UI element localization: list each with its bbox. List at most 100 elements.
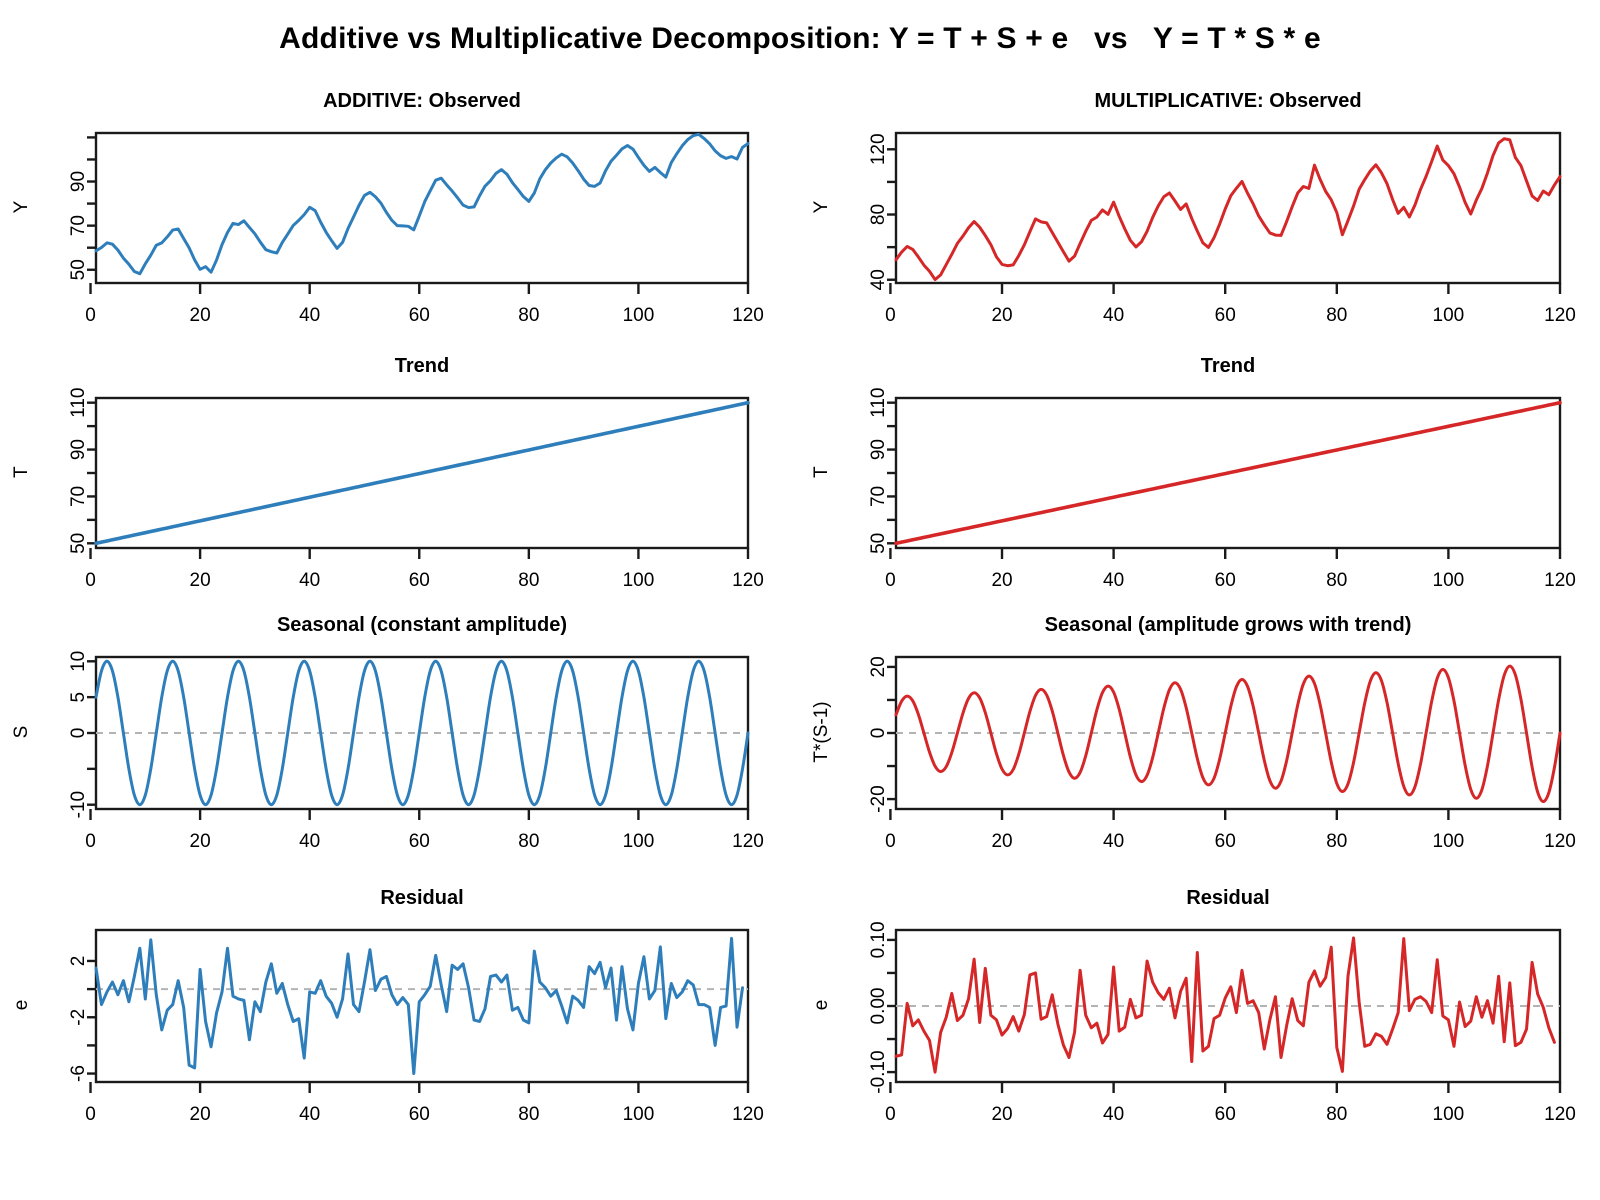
x-tick-label: 60 <box>1215 305 1236 326</box>
y-axis-label-multiplicative-seasonal: T*(S-1) <box>811 701 832 763</box>
series-line-multiplicative-observed <box>894 137 1562 282</box>
panel-additive-trend: Trend T 50 70 90 110 0 20 40 60 80 100 120 <box>11 355 764 591</box>
series-line-multiplicative-trend <box>894 400 1562 546</box>
y-tick-label: 2 <box>68 956 89 967</box>
y-tick-label: 0.00 <box>868 988 889 1025</box>
y-tick-label: 20 <box>868 656 889 677</box>
y-tick-label: -0.10 <box>868 1050 889 1093</box>
y-tick-label: 90 <box>68 439 89 460</box>
x-tick-label: 80 <box>518 570 539 591</box>
panel-title-additive-observed: ADDITIVE: Observed <box>323 90 521 112</box>
panel-title-additive-seasonal: Seasonal (constant amplitude) <box>276 614 568 636</box>
y-tick-label: -20 <box>868 785 889 812</box>
panel-additive-observed: ADDITIVE: Observed Y 50 70 90 0 20 40 60 80 100 120 <box>11 90 764 326</box>
x-tick-label: 40 <box>1103 570 1124 591</box>
x-tick-label: 100 <box>1433 305 1465 326</box>
x-tick-label: 80 <box>518 1104 539 1125</box>
x-tick-label: 120 <box>732 305 764 326</box>
x-tick-label: 40 <box>1103 1104 1124 1125</box>
y-tick-label: 5 <box>68 692 89 703</box>
panel-title-multiplicative-observed: MULTIPLICATIVE: Observed <box>1094 90 1362 112</box>
x-tick-label: 0 <box>85 1104 96 1125</box>
y-tick-label: -2 <box>68 1009 89 1026</box>
x-tick-label: 100 <box>623 305 655 326</box>
y-tick-label: 70 <box>68 486 89 507</box>
x-tick-label: 120 <box>1544 1104 1576 1125</box>
x-tick-label: 20 <box>190 305 211 326</box>
y-axis-label-additive-observed: Y <box>11 200 32 214</box>
x-tick-label: 60 <box>1215 831 1236 852</box>
x-tick-label: 120 <box>732 1104 764 1125</box>
y-tick-label: 90 <box>868 439 889 460</box>
y-tick-label: 90 <box>68 171 89 192</box>
y-tick-label: 70 <box>868 486 889 507</box>
x-tick-label: 40 <box>299 570 320 591</box>
x-tick-label: 120 <box>1544 570 1576 591</box>
x-tick-label: 20 <box>991 305 1012 326</box>
x-tick-label: 120 <box>1544 831 1576 852</box>
x-tick-label: 40 <box>1103 305 1124 326</box>
x-tick-label: 100 <box>1433 831 1465 852</box>
panel-title-additive-residual: Residual <box>380 887 464 909</box>
plot-multiplicative-trend: 50 70 90 110 0 20 40 60 80 100 120 <box>868 388 1576 591</box>
series-line-multiplicative-residual <box>894 936 1556 1074</box>
x-tick-label: 80 <box>1326 1104 1347 1125</box>
series-line-additive-observed <box>94 132 750 276</box>
panel-multiplicative-seasonal: Seasonal (amplitude grows with trend) T*(… <box>811 614 1576 852</box>
plot-additive-residual: -6-220 20 40 60 80 100 120 <box>68 928 764 1125</box>
x-tick-label: 100 <box>623 831 655 852</box>
plot-additive-trend: 50 70 90 110 0 20 40 60 80 100 120 <box>68 388 764 591</box>
x-tick-label: 80 <box>518 831 539 852</box>
panel-additive-seasonal: Seasonal (constant amplitude) S -10 0 5 10 0 20… <box>11 614 764 852</box>
y-tick-label: -10 <box>68 791 89 818</box>
x-tick-label: 20 <box>190 1104 211 1125</box>
plot-multiplicative-residual: -0.10 0.00 0.10 0 20 40 60 80 100 120 <box>868 921 1576 1125</box>
x-tick-label: 20 <box>991 570 1012 591</box>
x-tick-label: 80 <box>1326 570 1347 591</box>
x-tick-label: 100 <box>623 1104 655 1125</box>
panel-title-multiplicative-seasonal: Seasonal (amplitude grows with trend) <box>1044 614 1412 636</box>
panel-additive-residual: Residual e -6 -2 2 0 20 40 60 80 100 120 <box>11 887 764 1125</box>
x-tick-label: 100 <box>623 570 655 591</box>
x-tick-label: 40 <box>299 1104 320 1125</box>
y-tick-label: 40 <box>868 269 889 290</box>
x-tick-label: 80 <box>1326 831 1347 852</box>
y-axis-label-additive-seasonal: S <box>11 725 32 739</box>
x-tick-label: 40 <box>299 831 320 852</box>
x-tick-label: 60 <box>409 831 430 852</box>
plot-box <box>894 131 1562 285</box>
x-tick-label: 0 <box>85 305 96 326</box>
figure-title: Additive vs Multiplicative Decomposition… <box>279 22 1321 55</box>
y-tick-label: 110 <box>868 388 889 418</box>
y-tick-label: 50 <box>68 533 89 554</box>
x-tick-label: 0 <box>85 831 96 852</box>
y-axis-label-additive-residual: e <box>11 999 32 1011</box>
x-tick-label: 0 <box>885 305 896 326</box>
x-tick-label: 0 <box>885 1104 896 1125</box>
x-tick-label: 40 <box>299 305 320 326</box>
x-tick-label: 60 <box>1215 570 1236 591</box>
x-tick-label: 120 <box>732 570 764 591</box>
y-tick-label: 0 <box>68 728 89 739</box>
x-tick-label: 80 <box>1326 305 1347 326</box>
x-tick-label: 100 <box>1433 570 1465 591</box>
y-tick-label: 110 <box>68 388 89 418</box>
x-tick-label: 0 <box>885 570 896 591</box>
x-tick-label: 60 <box>1215 1104 1236 1125</box>
y-tick-label: 50 <box>68 259 89 280</box>
panel-title-multiplicative-residual: Residual <box>1186 887 1270 909</box>
x-tick-label: 20 <box>190 570 211 591</box>
x-tick-label: 20 <box>991 1104 1012 1125</box>
y-tick-label: 70 <box>68 215 89 236</box>
plot-box <box>94 928 750 1084</box>
plot-multiplicative-observed: 40 80 120 0 20 40 60 80 100 120 <box>868 131 1576 326</box>
x-tick-label: 80 <box>518 305 539 326</box>
x-tick-label: 100 <box>1433 1104 1465 1125</box>
series-line-multiplicative-seasonal <box>894 664 1562 804</box>
x-tick-label: 60 <box>409 305 430 326</box>
series-line-additive-trend <box>94 400 750 546</box>
y-tick-label: -6 <box>68 1065 89 1082</box>
panel-title-multiplicative-trend: Trend <box>1200 355 1256 377</box>
